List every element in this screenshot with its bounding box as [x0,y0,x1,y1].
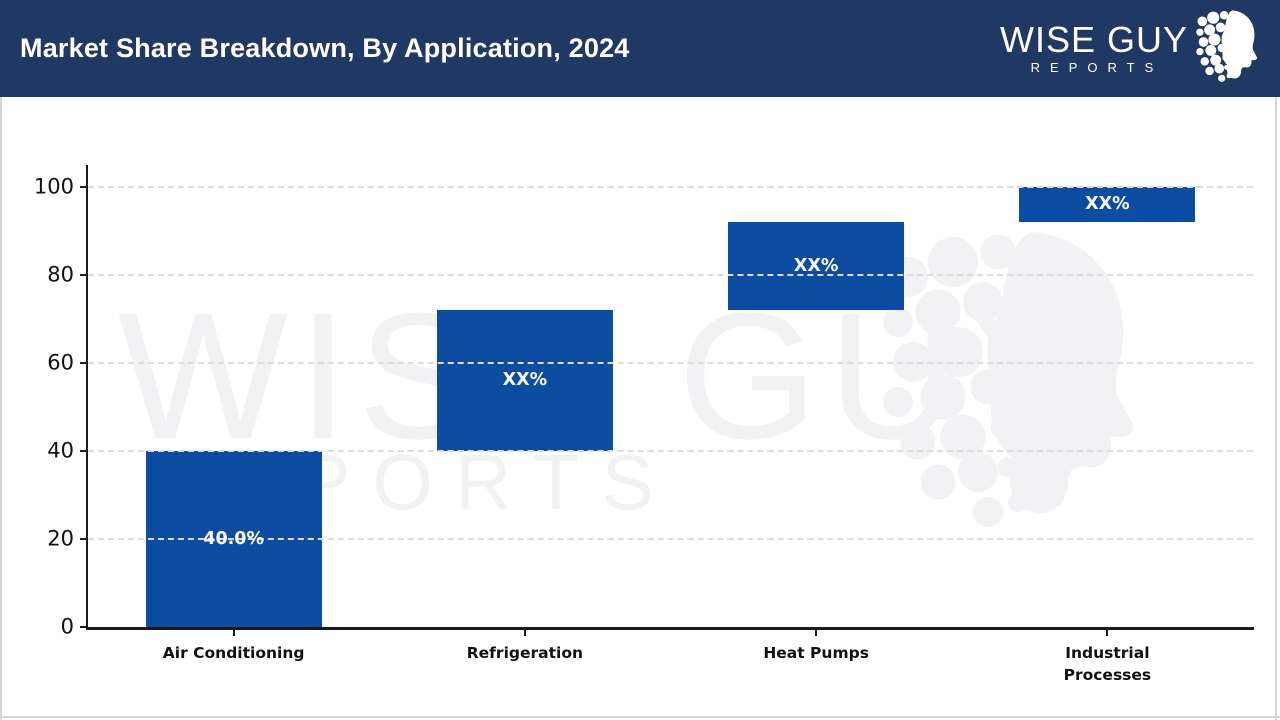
bar-heat-pumps [728,222,905,311]
x-axis-tick-heat-pumps [815,629,818,636]
gridline-60 [88,362,1253,364]
logo-text: WISE GUY REPORTS [1000,21,1188,75]
y-axis-tick-20 [80,538,88,540]
y-axis-tick-label-0: 0 [60,614,74,639]
bar-refrigeration [436,310,613,451]
x-axis-tick-refrigeration [523,629,526,636]
y-axis-tick-80 [80,274,88,276]
x-axis-line [86,627,1254,630]
gridline-100 [88,186,1253,188]
bar-value-label-industrial-processes: XX% [1085,194,1130,214]
y-axis-tick-60 [80,362,88,364]
x-axis-tick-industrial-processes [1106,629,1109,636]
chart-canvas: WISE GUY REPORTS 0 20 40 60 80 100 40.0% Air Co… [0,97,1280,720]
page-title: Market Share Breakdown, By Application, … [20,33,630,63]
plot-area: 0 20 40 60 80 100 40.0% Air Conditioning XX% Refr… [0,97,1280,720]
header-bar: Market Share Breakdown, By Application, … [0,0,1280,97]
y-axis-tick-40 [80,450,88,452]
y-axis-tick-100 [80,186,88,188]
y-axis-tick-label-40: 40 [47,438,74,463]
bar-industrial-processes [1019,187,1196,223]
logo-subtitle: REPORTS [1030,59,1164,75]
figure-border-bottom [0,716,1280,718]
x-axis-tick-label-heat-pumps: Heat Pumps [763,644,869,662]
bar-value-label-refrigeration: XX% [502,370,548,391]
y-axis-line [86,165,88,629]
bar-value-label-heat-pumps: XX% [793,256,839,277]
gridline-40 [88,450,1253,452]
wise-guy-head-icon [1196,10,1257,82]
bar-value-label-air-conditioning: 40.0% [203,529,264,549]
y-axis-tick-label-20: 20 [47,526,74,551]
x-axis-tick-label-refrigeration: Refrigeration [466,644,583,662]
brand-logo: WISE GUY REPORTS [1000,8,1266,88]
logo-wordmark: WISE GUY [999,19,1188,61]
y-axis-tick-label-100: 100 [33,174,74,199]
gridline-20 [88,538,1253,540]
x-axis-tick-label-air-conditioning: Air Conditioning [162,644,305,662]
y-axis-tick-label-60: 60 [47,350,74,375]
x-axis-tick-air-conditioning [232,629,235,636]
y-axis-tick-label-80: 80 [47,262,74,287]
y-axis-tick-0 [80,626,88,628]
x-axis-tick-label-industrial-processes: Industrial Processes [1063,644,1152,684]
figure-border-left [0,97,2,720]
figure-border-right [1275,97,1277,720]
gridline-80 [88,274,1253,276]
